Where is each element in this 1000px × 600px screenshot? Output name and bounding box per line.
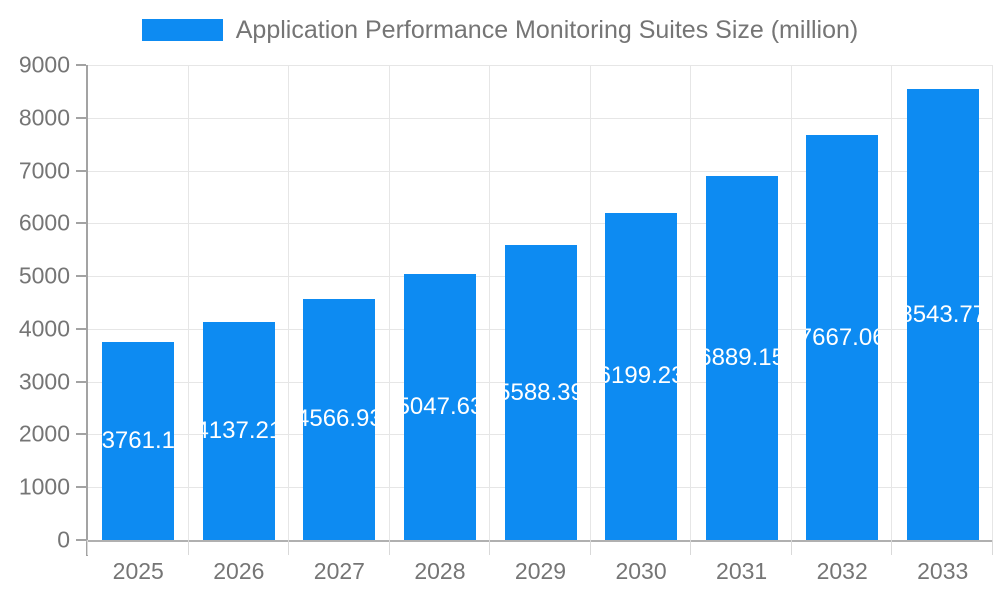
y-tick-label: 3000 xyxy=(18,368,70,395)
y-tick-label: 0 xyxy=(57,526,70,553)
x-tick-mark xyxy=(790,540,792,555)
bar-2027[interactable]: 4566.93 xyxy=(303,298,376,540)
bar-value-label: 3761.1 xyxy=(102,426,175,454)
bar-2032[interactable]: 7667.06 xyxy=(806,135,879,540)
y-tick-mark xyxy=(76,64,86,66)
y-tick-mark xyxy=(76,169,86,172)
v-gridline xyxy=(388,65,390,540)
legend-swatch xyxy=(141,19,223,41)
y-tick-label: 7000 xyxy=(18,157,70,184)
h-gridline xyxy=(88,223,993,225)
x-tick-mark xyxy=(891,540,893,555)
x-tick-mark xyxy=(489,540,491,555)
x-tick-mark xyxy=(992,540,993,555)
bar-value-label: 7667.06 xyxy=(806,323,878,351)
y-tick-mark xyxy=(76,222,86,225)
x-tick-mark xyxy=(589,540,591,555)
y-tick-label: 1000 xyxy=(18,473,70,500)
y-tick-label: 8000 xyxy=(18,104,70,131)
v-gridline xyxy=(891,65,893,540)
y-tick-label: 5000 xyxy=(18,262,70,289)
bar-value-label: 4566.93 xyxy=(303,405,375,433)
legend-label: Application Performance Monitoring Suite… xyxy=(235,15,859,44)
x-tick-label: 2026 xyxy=(213,558,265,584)
h-gridline xyxy=(88,170,993,172)
v-gridline xyxy=(992,65,993,540)
y-tick-mark xyxy=(76,116,86,119)
x-tick-label: 2031 xyxy=(716,558,768,584)
x-tick-label: 2027 xyxy=(313,558,365,584)
y-axis-line xyxy=(86,65,88,556)
bar-value-label: 4137.21 xyxy=(203,416,275,444)
x-tick-mark xyxy=(187,540,189,555)
bar-2029[interactable]: 5588.39 xyxy=(504,245,577,540)
x-tick-mark xyxy=(690,540,692,555)
bar-2030[interactable]: 6199.23 xyxy=(605,212,678,540)
x-tick-label: 2025 xyxy=(112,558,164,584)
bar-2026[interactable]: 4137.21 xyxy=(202,321,275,540)
bar-value-label: 8543.77 xyxy=(907,300,979,328)
plot-area: 3761.1 4137.21 4566.93 5047.63 5588.39 6199.2… xyxy=(86,65,993,556)
x-tick-label: 2029 xyxy=(514,558,567,584)
y-tick-label: 2000 xyxy=(18,420,70,447)
x-tick-mark xyxy=(87,540,88,555)
bar-2025[interactable]: 3761.1 xyxy=(102,341,175,540)
v-gridline xyxy=(187,65,189,540)
y-tick-mark xyxy=(76,380,86,383)
v-gridline xyxy=(288,65,290,540)
v-gridline xyxy=(489,65,491,540)
y-tick-mark xyxy=(76,327,86,330)
x-tick-label: 2028 xyxy=(414,558,466,584)
h-gridline xyxy=(88,117,993,119)
x-axis-line xyxy=(86,540,993,542)
bar-value-label: 5047.63 xyxy=(404,392,476,420)
x-tick-label: 2030 xyxy=(615,558,667,584)
x-tick-mark xyxy=(388,540,390,555)
bar-value-label: 5588.39 xyxy=(505,378,577,406)
y-tick-mark xyxy=(76,486,86,489)
v-gridline xyxy=(690,65,692,540)
bar-2033[interactable]: 8543.77 xyxy=(906,89,979,540)
x-tick-mark xyxy=(288,540,290,555)
y-tick-label: 4000 xyxy=(18,315,70,342)
y-tick-mark xyxy=(76,433,86,436)
x-tick-label: 2033 xyxy=(917,558,969,584)
h-gridline xyxy=(88,65,993,66)
bar-value-label: 6199.23 xyxy=(605,362,677,390)
v-gridline xyxy=(589,65,591,540)
legend[interactable]: Application Performance Monitoring Suite… xyxy=(0,12,1000,48)
bar-2031[interactable]: 6889.15 xyxy=(705,176,778,540)
x-tick-label: 2032 xyxy=(816,558,868,584)
bar-2028[interactable]: 5047.63 xyxy=(403,273,476,540)
bar-value-label: 6889.15 xyxy=(706,344,778,372)
y-tick-label: 9000 xyxy=(18,51,70,78)
y-tick-mark xyxy=(76,539,86,541)
v-gridline xyxy=(790,65,792,540)
y-tick-label: 6000 xyxy=(18,209,70,236)
y-tick-mark xyxy=(76,275,86,278)
